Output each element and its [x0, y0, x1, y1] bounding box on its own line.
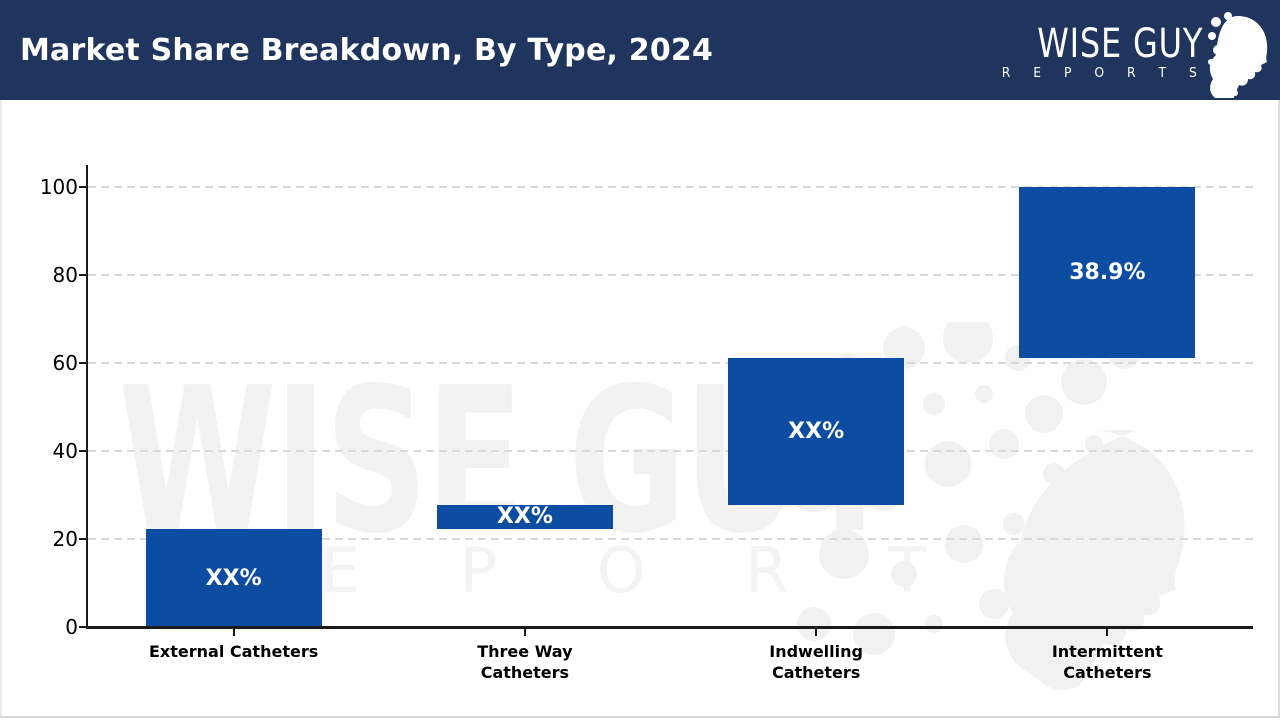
x-tick-mark-1 — [232, 629, 235, 636]
category-label-line: Catheters — [771, 663, 861, 682]
x-axis-line — [86, 626, 1253, 629]
y-tick-label-20: 20 — [52, 527, 78, 551]
gridline-20 — [88, 538, 1253, 540]
chart-area: WISE GUY R E P O R T S 0 20 40 60 80 100 XX% Ex… — [0, 100, 1280, 718]
watermark-subtext: R E P O R T S — [178, 534, 1105, 607]
y-tick-mark-60 — [79, 362, 87, 364]
y-tick-label-100: 100 — [39, 175, 78, 199]
category-label-3: Indwelling Catheters — [696, 641, 936, 683]
y-axis-line — [86, 165, 88, 629]
brand-subtitle: R E P O R T S — [1001, 66, 1206, 81]
page-title: Market Share Breakdown, By Type, 2024 — [20, 33, 714, 68]
x-tick-mark-2 — [523, 629, 526, 636]
bar-value-label-1: XX% — [205, 565, 262, 591]
y-tick-mark-0 — [79, 626, 87, 628]
bar-value-label-3: XX% — [788, 418, 845, 444]
brand-face-icon — [1208, 12, 1268, 98]
brand-wordmark: WISE GUY R E P O R T S — [991, 24, 1206, 82]
y-tick-label-0: 0 — [65, 615, 78, 639]
brand-logo: WISE GUY R E P O R T S — [1001, 4, 1272, 98]
left-edge-line — [0, 100, 2, 718]
gridline-80 — [88, 274, 1253, 276]
y-tick-mark-40 — [79, 450, 87, 452]
bar-4: 38.9% — [1019, 187, 1196, 359]
category-label-2: Three Way Catheters — [405, 641, 645, 683]
category-label-line: Intermittent — [1051, 642, 1163, 661]
category-label-line: Catheters — [480, 663, 570, 682]
watermark-face-icon — [756, 322, 1185, 691]
bar-3: XX% — [728, 358, 905, 505]
header-band: Market Share Breakdown, By Type, 2024 WI… — [0, 0, 1280, 100]
gridline-100 — [88, 186, 1253, 188]
category-label-line: Catheters — [1063, 663, 1152, 682]
category-label-4: Intermittent Catheters — [987, 641, 1227, 683]
bar-1: XX% — [145, 529, 322, 627]
y-tick-mark-20 — [79, 538, 87, 540]
brand-name: WISE GUY — [1036, 21, 1203, 67]
bar-value-label-4: 38.9% — [1069, 260, 1146, 286]
category-label-line: Three Way — [477, 642, 573, 661]
x-tick-mark-4 — [1106, 629, 1109, 636]
gridline-60 — [88, 362, 1253, 364]
y-tick-mark-100 — [79, 186, 87, 188]
x-tick-mark-3 — [815, 629, 818, 636]
category-label-line: Indwelling — [769, 642, 863, 661]
gridline-40 — [88, 450, 1253, 452]
category-label-line: External Catheters — [149, 642, 319, 661]
y-tick-label-80: 80 — [52, 263, 78, 287]
y-tick-label-60: 60 — [52, 351, 78, 375]
bottom-edge-line — [0, 716, 1280, 718]
right-edge-line — [1278, 100, 1280, 718]
bar-2: XX% — [436, 504, 613, 530]
category-label-1: External Catheters — [114, 641, 354, 662]
bar-value-label-2: XX% — [496, 504, 553, 530]
y-tick-mark-80 — [79, 274, 87, 276]
y-tick-label-40: 40 — [52, 439, 78, 463]
